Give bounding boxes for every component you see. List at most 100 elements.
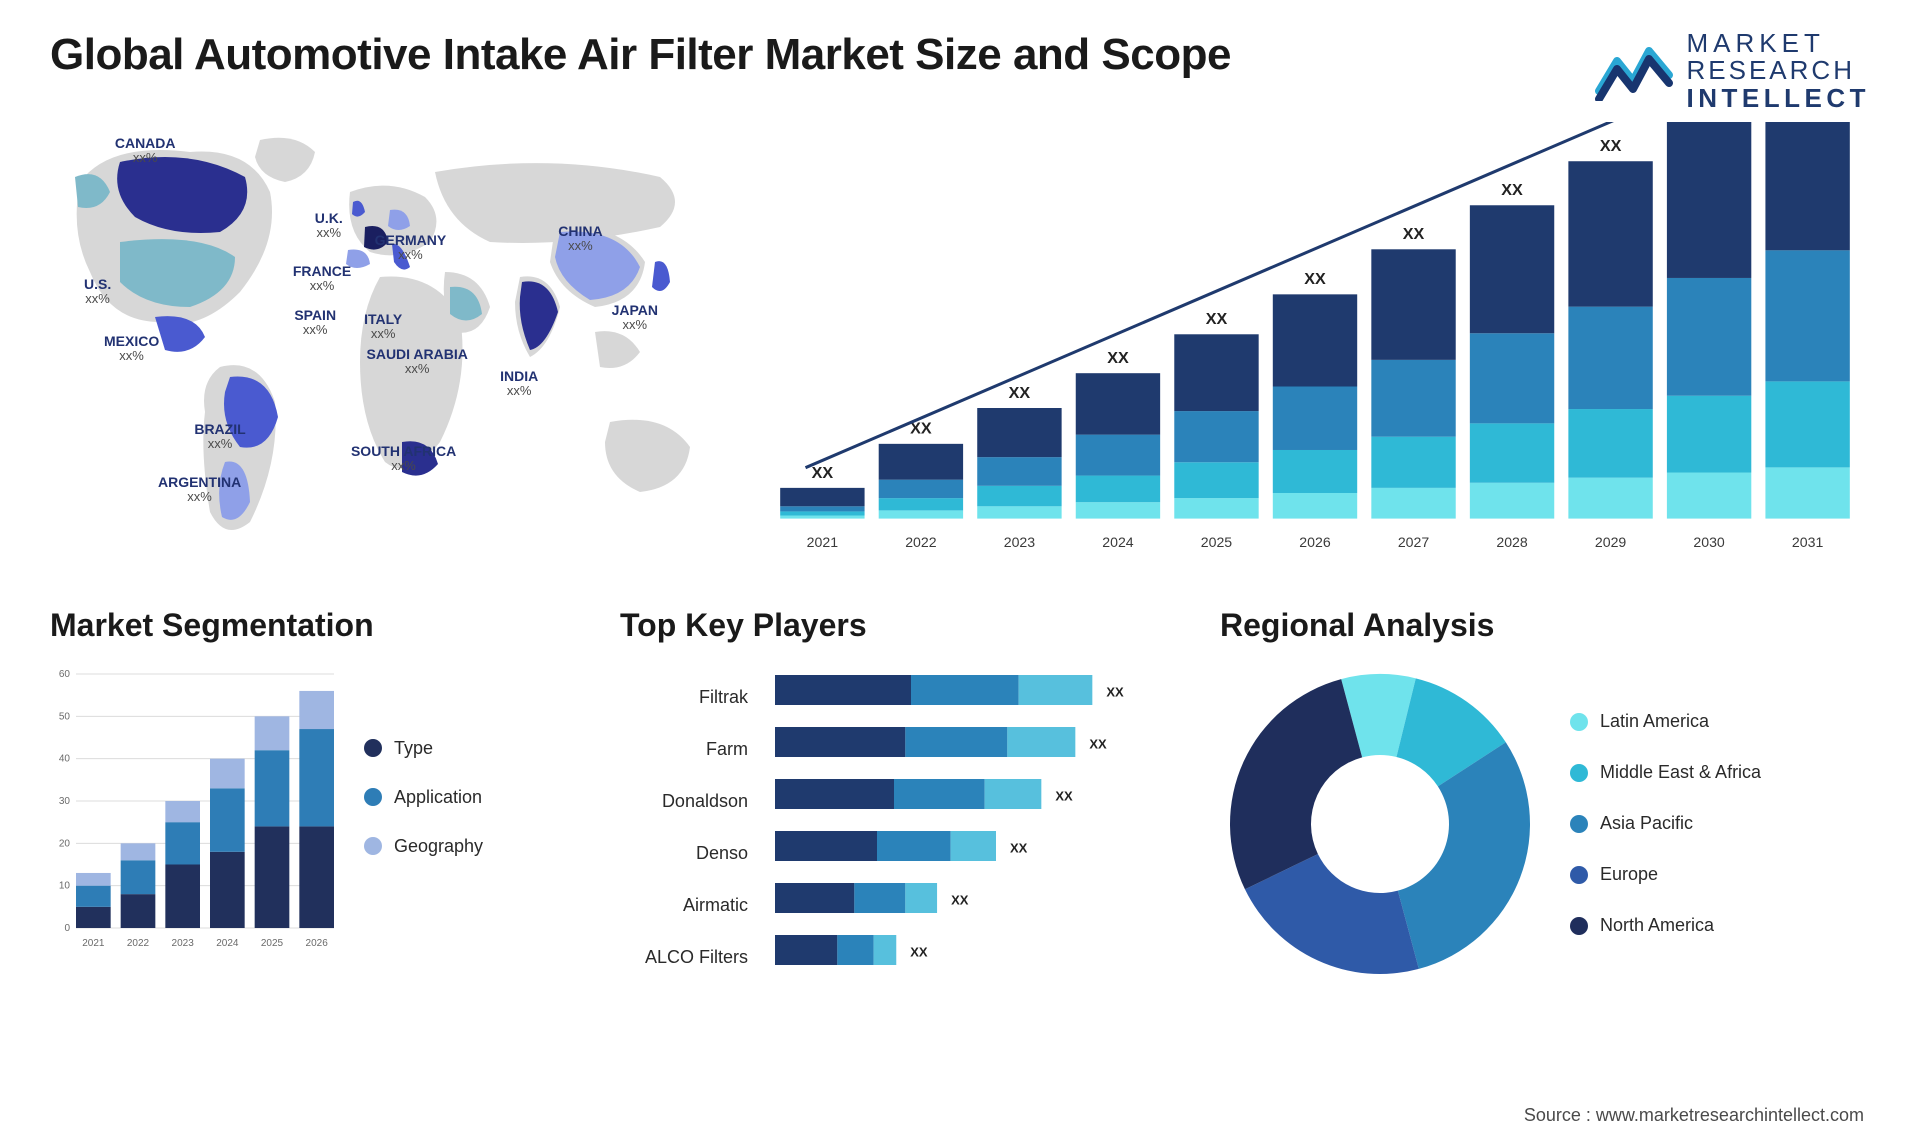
segmentation-panel: Market Segmentation 0 10 20 30 40 50 60 2021 202… <box>50 607 580 1037</box>
legend-swatch <box>1570 713 1588 731</box>
world-map: CANADAxx%U.S.xx%MEXICOxx%U.K.xx%FRANCExx… <box>50 122 730 562</box>
legend-item: Middle East & Africa <box>1570 762 1761 783</box>
svg-text:2024: 2024 <box>1102 534 1134 550</box>
svg-text:30: 30 <box>59 796 71 807</box>
map-label: INDIAxx% <box>500 368 538 399</box>
player-name: Denso <box>620 828 760 880</box>
map-label: FRANCExx% <box>293 263 351 294</box>
logo-line-2: RESEARCH <box>1687 57 1871 84</box>
legend-label: Europe <box>1600 864 1658 885</box>
regional-title: Regional Analysis <box>1220 607 1870 644</box>
legend-label: North America <box>1600 915 1714 936</box>
legend-label: Application <box>394 787 482 808</box>
map-label: JAPANxx% <box>612 302 658 333</box>
svg-text:2023: 2023 <box>1004 534 1036 550</box>
svg-text:XX: XX <box>1009 384 1031 402</box>
legend-swatch <box>1570 815 1588 833</box>
logo-line-1: MARKET <box>1687 30 1871 57</box>
brand-logo: MARKET RESEARCH INTELLECT <box>1595 30 1871 112</box>
map-label: U.S.xx% <box>84 276 111 307</box>
map-label: SOUTH AFRICAxx% <box>351 443 456 474</box>
svg-text:2028: 2028 <box>1496 534 1528 550</box>
svg-text:2025: 2025 <box>1201 534 1233 550</box>
legend-label: Asia Pacific <box>1600 813 1693 834</box>
svg-text:2026: 2026 <box>1299 534 1331 550</box>
legend-swatch <box>364 837 382 855</box>
svg-text:0: 0 <box>64 923 70 934</box>
players-title: Top Key Players <box>620 607 1180 644</box>
svg-text:XX: XX <box>1089 736 1107 751</box>
legend-item: Geography <box>364 836 483 857</box>
source-attribution: Source : www.marketresearchintellect.com <box>1524 1105 1864 1126</box>
map-label: ARGENTINAxx% <box>158 474 241 505</box>
legend-swatch <box>1570 917 1588 935</box>
map-label: ITALYxx% <box>364 311 402 342</box>
bottom-row: Market Segmentation 0 10 20 30 40 50 60 2021 202… <box>50 607 1870 1037</box>
svg-text:XX: XX <box>951 892 969 907</box>
legend-swatch <box>1570 866 1588 884</box>
legend-item: Latin America <box>1570 711 1761 732</box>
svg-text:2024: 2024 <box>216 938 239 949</box>
legend-label: Latin America <box>1600 711 1709 732</box>
svg-text:XX: XX <box>1206 310 1228 328</box>
svg-text:2026: 2026 <box>306 938 329 949</box>
svg-text:2025: 2025 <box>261 938 284 949</box>
svg-text:50: 50 <box>59 711 71 722</box>
svg-text:XX: XX <box>1501 181 1523 199</box>
svg-text:XX: XX <box>910 944 928 959</box>
svg-text:60: 60 <box>59 669 71 680</box>
svg-text:XX: XX <box>1304 270 1326 288</box>
logo-mark-icon <box>1595 41 1673 101</box>
player-name: Donaldson <box>620 776 760 828</box>
map-label: CHINAxx% <box>558 223 602 254</box>
legend-swatch <box>1570 764 1588 782</box>
svg-text:2022: 2022 <box>905 534 937 550</box>
svg-text:2022: 2022 <box>127 938 150 949</box>
svg-text:XX: XX <box>1600 137 1622 155</box>
svg-text:2021: 2021 <box>82 938 105 949</box>
map-label: SPAINxx% <box>294 307 336 338</box>
player-name: ALCO Filters <box>620 932 760 984</box>
svg-text:2031: 2031 <box>1792 534 1824 550</box>
svg-text:2027: 2027 <box>1398 534 1430 550</box>
legend-item: Type <box>364 738 483 759</box>
logo-line-3: INTELLECT <box>1687 85 1871 112</box>
svg-text:2021: 2021 <box>807 534 839 550</box>
legend-label: Geography <box>394 836 483 857</box>
legend-swatch <box>364 788 382 806</box>
svg-text:XX: XX <box>1403 225 1425 243</box>
main-market-size-chart: XX 2021 XX 2022 XX 2023 XX 2024 XX 2025 XX 2026 XX 20… <box>760 122 1870 562</box>
legend-label: Middle East & Africa <box>1600 762 1761 783</box>
svg-text:2030: 2030 <box>1693 534 1725 550</box>
regional-legend: Latin America Middle East & Africa Asia Pa… <box>1570 711 1761 936</box>
header: Global Automotive Intake Air Filter Mark… <box>50 30 1870 112</box>
regional-panel: Regional Analysis Latin America Middle Ea… <box>1220 607 1870 1037</box>
svg-text:XX: XX <box>1106 684 1124 699</box>
players-chart: XXXXXXXXXXXX <box>770 664 1180 989</box>
regional-donut <box>1220 664 1540 984</box>
svg-text:40: 40 <box>59 754 71 765</box>
player-name: Farm <box>620 724 760 776</box>
legend-item: Europe <box>1570 864 1761 885</box>
legend-swatch <box>364 739 382 757</box>
svg-text:20: 20 <box>59 838 71 849</box>
svg-text:XX: XX <box>1055 788 1073 803</box>
page-root: Global Automotive Intake Air Filter Mark… <box>0 0 1920 1146</box>
legend-item: Application <box>364 787 483 808</box>
svg-text:10: 10 <box>59 881 71 892</box>
legend-item: Asia Pacific <box>1570 813 1761 834</box>
top-row: CANADAxx%U.S.xx%MEXICOxx%U.K.xx%FRANCExx… <box>50 122 1870 562</box>
svg-text:XX: XX <box>812 464 834 482</box>
svg-text:2029: 2029 <box>1595 534 1627 550</box>
player-name: Filtrak <box>620 672 760 724</box>
map-label: CANADAxx% <box>115 135 176 166</box>
segmentation-title: Market Segmentation <box>50 607 580 644</box>
map-label: GERMANYxx% <box>375 232 447 263</box>
svg-text:XX: XX <box>1107 349 1129 367</box>
segmentation-chart: 0102030405060202120222023202420252026 <box>50 664 340 959</box>
map-label: SAUDI ARABIAxx% <box>367 346 468 377</box>
map-label: BRAZILxx% <box>194 421 245 452</box>
players-labels: FiltrakFarmDonaldsonDensoAirmaticALCO Fi… <box>620 664 760 989</box>
logo-text: MARKET RESEARCH INTELLECT <box>1687 30 1871 112</box>
map-label: U.K.xx% <box>315 210 343 241</box>
